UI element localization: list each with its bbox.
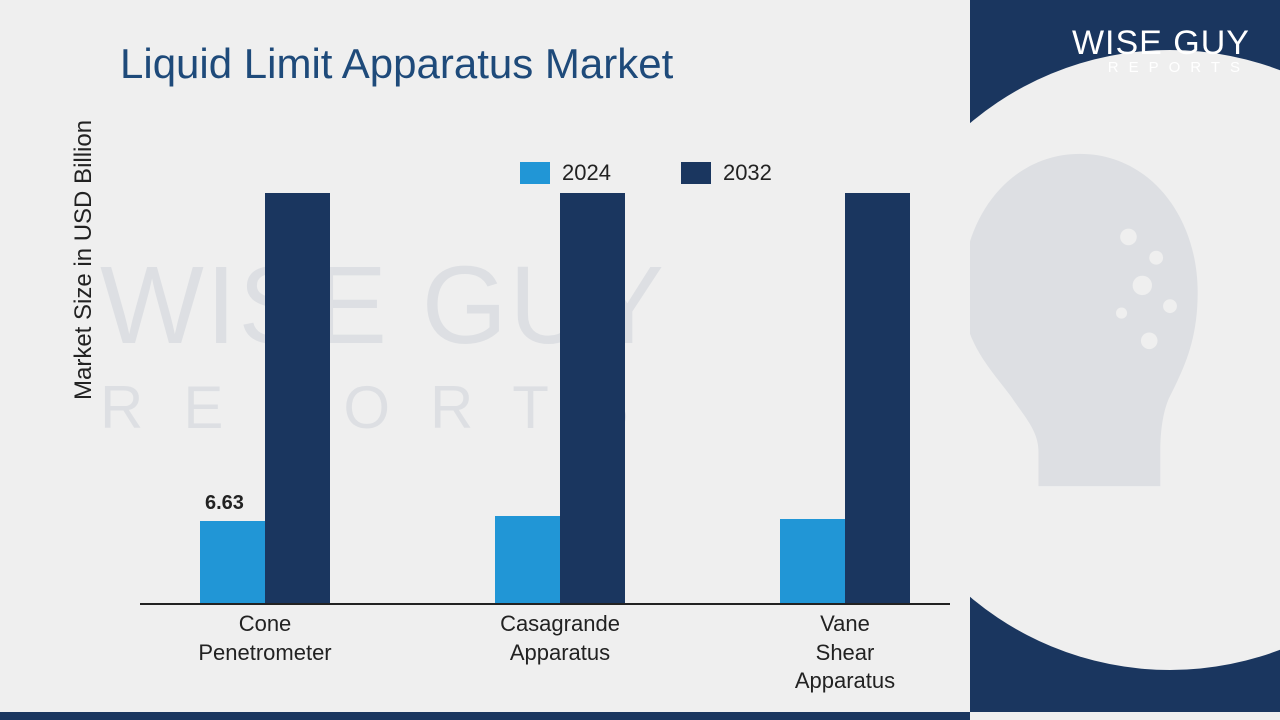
bar-group	[495, 193, 625, 603]
brand-logo-main: WISE GUY	[1072, 24, 1250, 63]
bar-value-label: 6.63	[205, 492, 244, 515]
chart-area: ConePenetrometerCasagrandeApparatusVaneS…	[140, 195, 950, 605]
chart-title: Liquid Limit Apparatus Market	[120, 40, 673, 88]
bar-group	[780, 193, 910, 603]
bar	[560, 193, 625, 603]
xaxis-label: CasagrandeApparatus	[470, 610, 650, 667]
xaxis-label: VaneShearApparatus	[755, 610, 935, 696]
bar	[265, 193, 330, 603]
bar-group	[200, 193, 330, 603]
bar	[495, 516, 560, 603]
legend-label-2024: 2024	[562, 160, 611, 186]
main-area: WISE GUY REPORTS Liquid Limit Apparatus …	[0, 0, 970, 712]
bar	[780, 519, 845, 603]
legend-item-2032: 2032	[681, 160, 772, 186]
bottom-bar	[0, 712, 970, 720]
legend-swatch-2032	[681, 162, 711, 184]
bar	[845, 193, 910, 603]
bar	[200, 521, 265, 603]
legend-swatch-2024	[520, 162, 550, 184]
legend-label-2032: 2032	[723, 160, 772, 186]
xaxis-label: ConePenetrometer	[175, 610, 355, 667]
legend-item-2024: 2024	[520, 160, 611, 186]
yaxis-label: Market Size in USD Billion	[70, 120, 98, 400]
legend: 2024 2032	[520, 160, 772, 186]
brand-logo: WISE GUY REPORTS	[1072, 24, 1250, 76]
